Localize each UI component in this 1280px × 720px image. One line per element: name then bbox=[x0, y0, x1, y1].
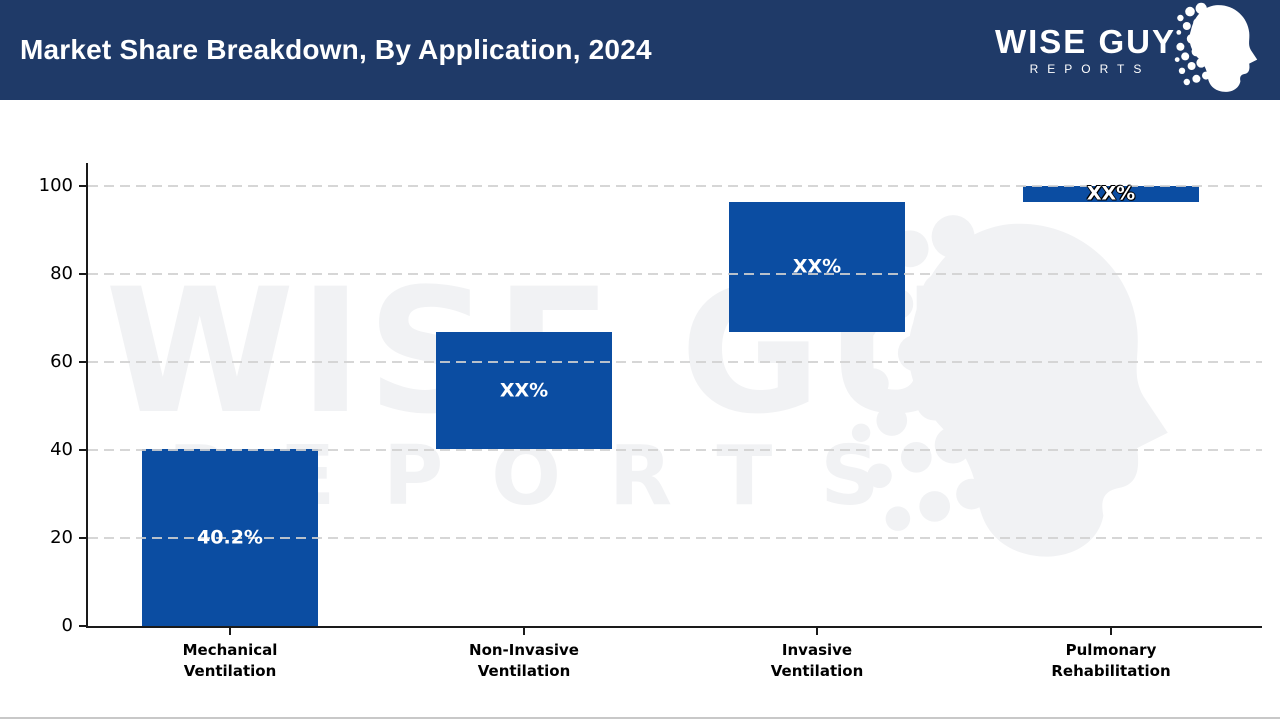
y-tick-label: 100 bbox=[38, 175, 73, 196]
page-title: Market Share Breakdown, By Application, … bbox=[20, 34, 652, 65]
logo-subtitle: REPORTS bbox=[1029, 61, 1151, 76]
gridline bbox=[88, 361, 1262, 363]
wise-guy-reports-logo: WISE GUY REPORTS bbox=[995, 2, 1280, 98]
x-tick-mark bbox=[229, 628, 231, 635]
x-tick-mark bbox=[816, 628, 818, 635]
x-tick-label: Pulmonary Rehabilitation bbox=[1001, 640, 1221, 682]
gridline bbox=[88, 185, 1262, 187]
y-tick-mark bbox=[79, 537, 86, 539]
x-tick-label: Mechanical Ventilation bbox=[120, 640, 340, 682]
bar-value-label: XX% bbox=[792, 255, 842, 278]
y-tick-mark bbox=[79, 185, 86, 187]
y-tick-label: 60 bbox=[50, 351, 73, 372]
gridline bbox=[88, 537, 1262, 539]
bar-value-label: 40.2% bbox=[197, 526, 263, 549]
category-line2: Ventilation bbox=[770, 662, 864, 680]
category-line1: Non-Invasive bbox=[469, 641, 579, 659]
y-tick-mark bbox=[79, 361, 86, 363]
y-tick-mark bbox=[79, 273, 86, 275]
category-line2: Ventilation bbox=[183, 662, 277, 680]
logo-head-dots-icon bbox=[1174, 2, 1258, 92]
category-line2: Ventilation bbox=[477, 662, 571, 680]
y-tick-label: 80 bbox=[50, 263, 73, 284]
watermark-head-dots-icon bbox=[851, 215, 1168, 557]
x-axis bbox=[86, 626, 1262, 628]
category-line1: Invasive bbox=[781, 641, 853, 659]
y-tick-label: 20 bbox=[50, 527, 73, 548]
bar-non-invasive-ventilation bbox=[436, 332, 612, 450]
y-axis bbox=[86, 163, 88, 628]
header-bar: Market Share Breakdown, By Application, … bbox=[0, 0, 1280, 100]
bar-pulmonary-rehabilitation bbox=[1023, 186, 1199, 202]
y-tick-label: 0 bbox=[61, 615, 73, 636]
logo-text: WISE GUY REPORTS bbox=[994, 22, 1176, 76]
bar-invasive-ventilation bbox=[729, 201, 905, 333]
x-tick-label: Invasive Ventilation bbox=[707, 640, 927, 682]
figure-bottom-border bbox=[0, 717, 1280, 719]
bar-value-label: XX% bbox=[499, 379, 549, 402]
y-tick-label: 40 bbox=[50, 439, 73, 460]
bar-value-label: XX% bbox=[1086, 182, 1136, 205]
category-line2: Rehabilitation bbox=[1051, 662, 1171, 680]
x-tick-label: Non-Invasive Ventilation bbox=[414, 640, 634, 682]
category-line1: Mechanical bbox=[182, 641, 278, 659]
logo-wordmark: WISE GUY bbox=[994, 22, 1176, 60]
y-tick-mark bbox=[79, 449, 86, 451]
x-tick-mark bbox=[523, 628, 525, 635]
gridline bbox=[88, 273, 1262, 275]
y-tick-mark bbox=[79, 625, 86, 627]
category-line1: Pulmonary bbox=[1065, 641, 1157, 659]
x-tick-mark bbox=[1110, 628, 1112, 635]
gridline bbox=[88, 449, 1262, 451]
